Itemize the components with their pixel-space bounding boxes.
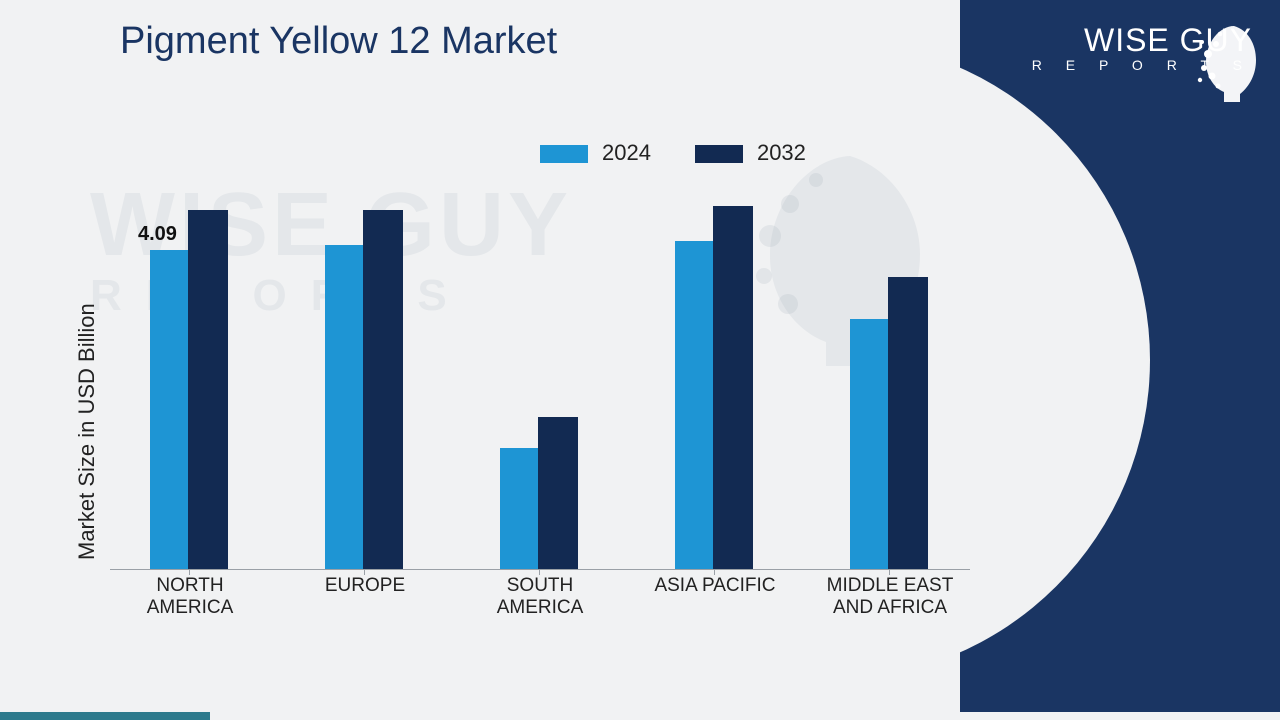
legend-label-2024: 2024 xyxy=(602,140,651,165)
bar xyxy=(675,241,715,569)
chart-legend: 2024 2032 xyxy=(540,140,806,166)
bar xyxy=(850,319,890,569)
bar xyxy=(713,206,753,569)
legend-item-2024: 2024 xyxy=(540,140,651,166)
bar xyxy=(188,210,228,569)
bar xyxy=(538,417,578,569)
x-axis-label: NORTH AMERICA xyxy=(120,575,260,619)
bar xyxy=(500,448,540,569)
legend-item-2032: 2032 xyxy=(695,140,806,166)
bar xyxy=(150,250,190,569)
chart-title: Pigment Yellow 12 Market xyxy=(120,20,557,63)
bar xyxy=(888,277,928,570)
legend-swatch-2024 xyxy=(540,145,588,163)
logo-head-icon xyxy=(1190,24,1260,104)
chart-area: Market Size in USD Billion 4.09 NORTH AM… xyxy=(50,150,980,690)
wiseguy-logo: WISE GUY R E P O R T S xyxy=(1032,22,1252,73)
legend-label-2032: 2032 xyxy=(757,140,806,165)
chart-plot: 4.09 xyxy=(110,180,970,570)
legend-swatch-2032 xyxy=(695,145,743,163)
bar xyxy=(325,245,365,569)
x-axis-label: SOUTH AMERICA xyxy=(470,575,610,619)
x-axis-label: ASIA PACIFIC xyxy=(645,575,785,597)
x-axis-label: EUROPE xyxy=(295,575,435,597)
x-axis-label: MIDDLE EAST AND AFRICA xyxy=(820,575,960,619)
footer-accent-bar xyxy=(0,712,210,720)
bar-value-label: 4.09 xyxy=(138,223,177,246)
bar xyxy=(363,210,403,569)
y-axis-label: Market Size in USD Billion xyxy=(74,303,100,560)
